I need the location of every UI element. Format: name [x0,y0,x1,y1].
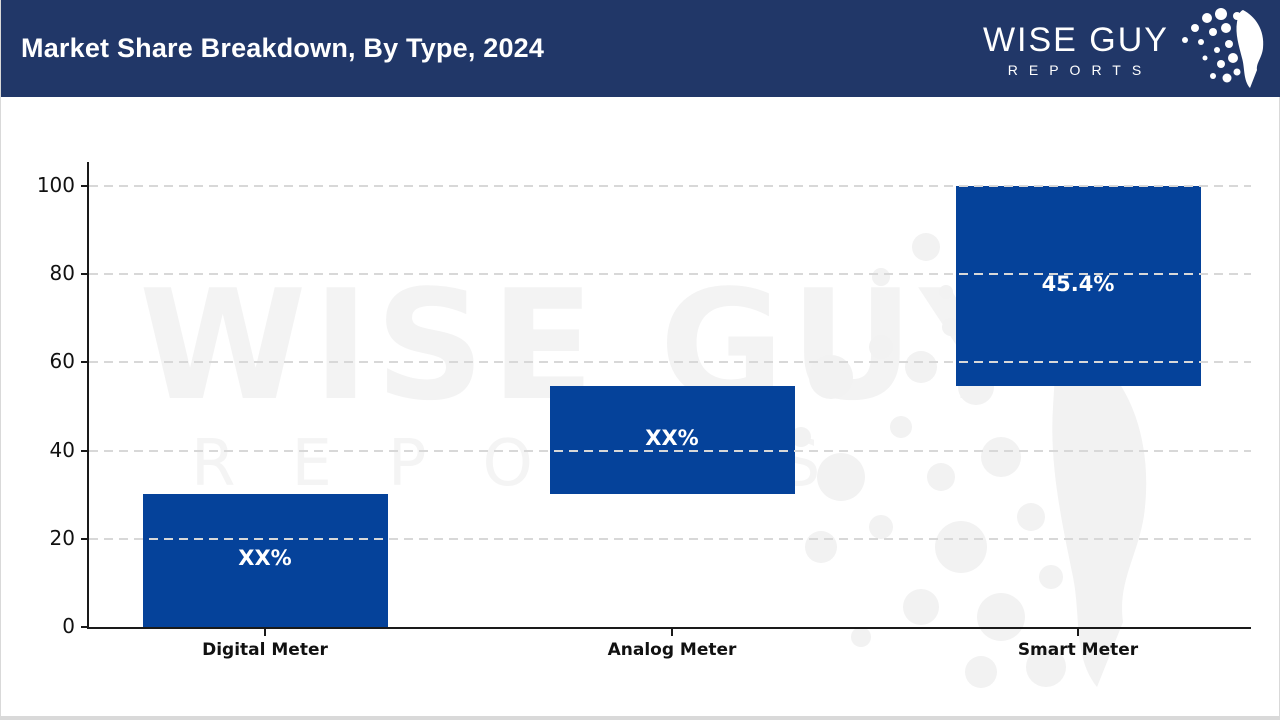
y-axis-tick [81,361,89,364]
header: Market Share Breakdown, By Type, 2024 WI… [1,0,1280,97]
x-axis-category-label: Smart Meter [1017,640,1139,660]
bar-value-label: XX% [645,426,699,451]
logo-wordmark: WISE GUY [982,20,1169,59]
y-axis-tick-label: 100 [36,173,75,197]
y-axis-tick [81,537,89,540]
y-axis-tick-label: 80 [49,261,75,286]
bar-digital-meter [142,493,388,627]
y-axis-tick [81,449,89,452]
x-axis-tick [1077,629,1079,636]
watermark-face-icon [791,233,1147,688]
bar-smart-meter [955,186,1201,387]
brand-logo: WISE GUY REPORTS [983,6,1267,92]
y-axis-tick-label: 0 [62,614,75,638]
y-axis-tick [81,626,89,628]
x-axis-line [87,627,1251,629]
x-axis-tick [671,629,673,636]
x-axis-category-label: Digital Meter [202,640,328,660]
bar-value-label: XX% [238,546,292,571]
gridline [89,185,1251,187]
y-axis-tick-label: 20 [49,525,75,550]
logo-subtitle: REPORTS [1007,61,1153,78]
page-title: Market Share Breakdown, By Type, 2024 [21,33,545,63]
x-axis-tick [264,629,266,636]
y-axis-tick [81,185,89,187]
y-axis-tick-label: 60 [49,349,75,374]
x-axis-category-label: Analog Meter [607,640,737,660]
y-axis-line [87,162,89,629]
gridline [89,537,1251,540]
logo-face-icon [1182,8,1264,88]
brand-logo-text: WISE GUY REPORTS [983,21,1169,78]
bar-value-label: 45.4% [1041,272,1115,297]
gridline [89,361,1251,364]
gridline [89,449,1251,452]
y-axis-tick-label: 40 [49,437,75,462]
bar-analog-meter [549,386,795,494]
y-axis-tick [81,273,89,276]
plot-area: WISE GUY REPORTS 0 20 40 60 80 100 XX% Digital … [1,97,1280,716]
gridline [89,273,1251,276]
